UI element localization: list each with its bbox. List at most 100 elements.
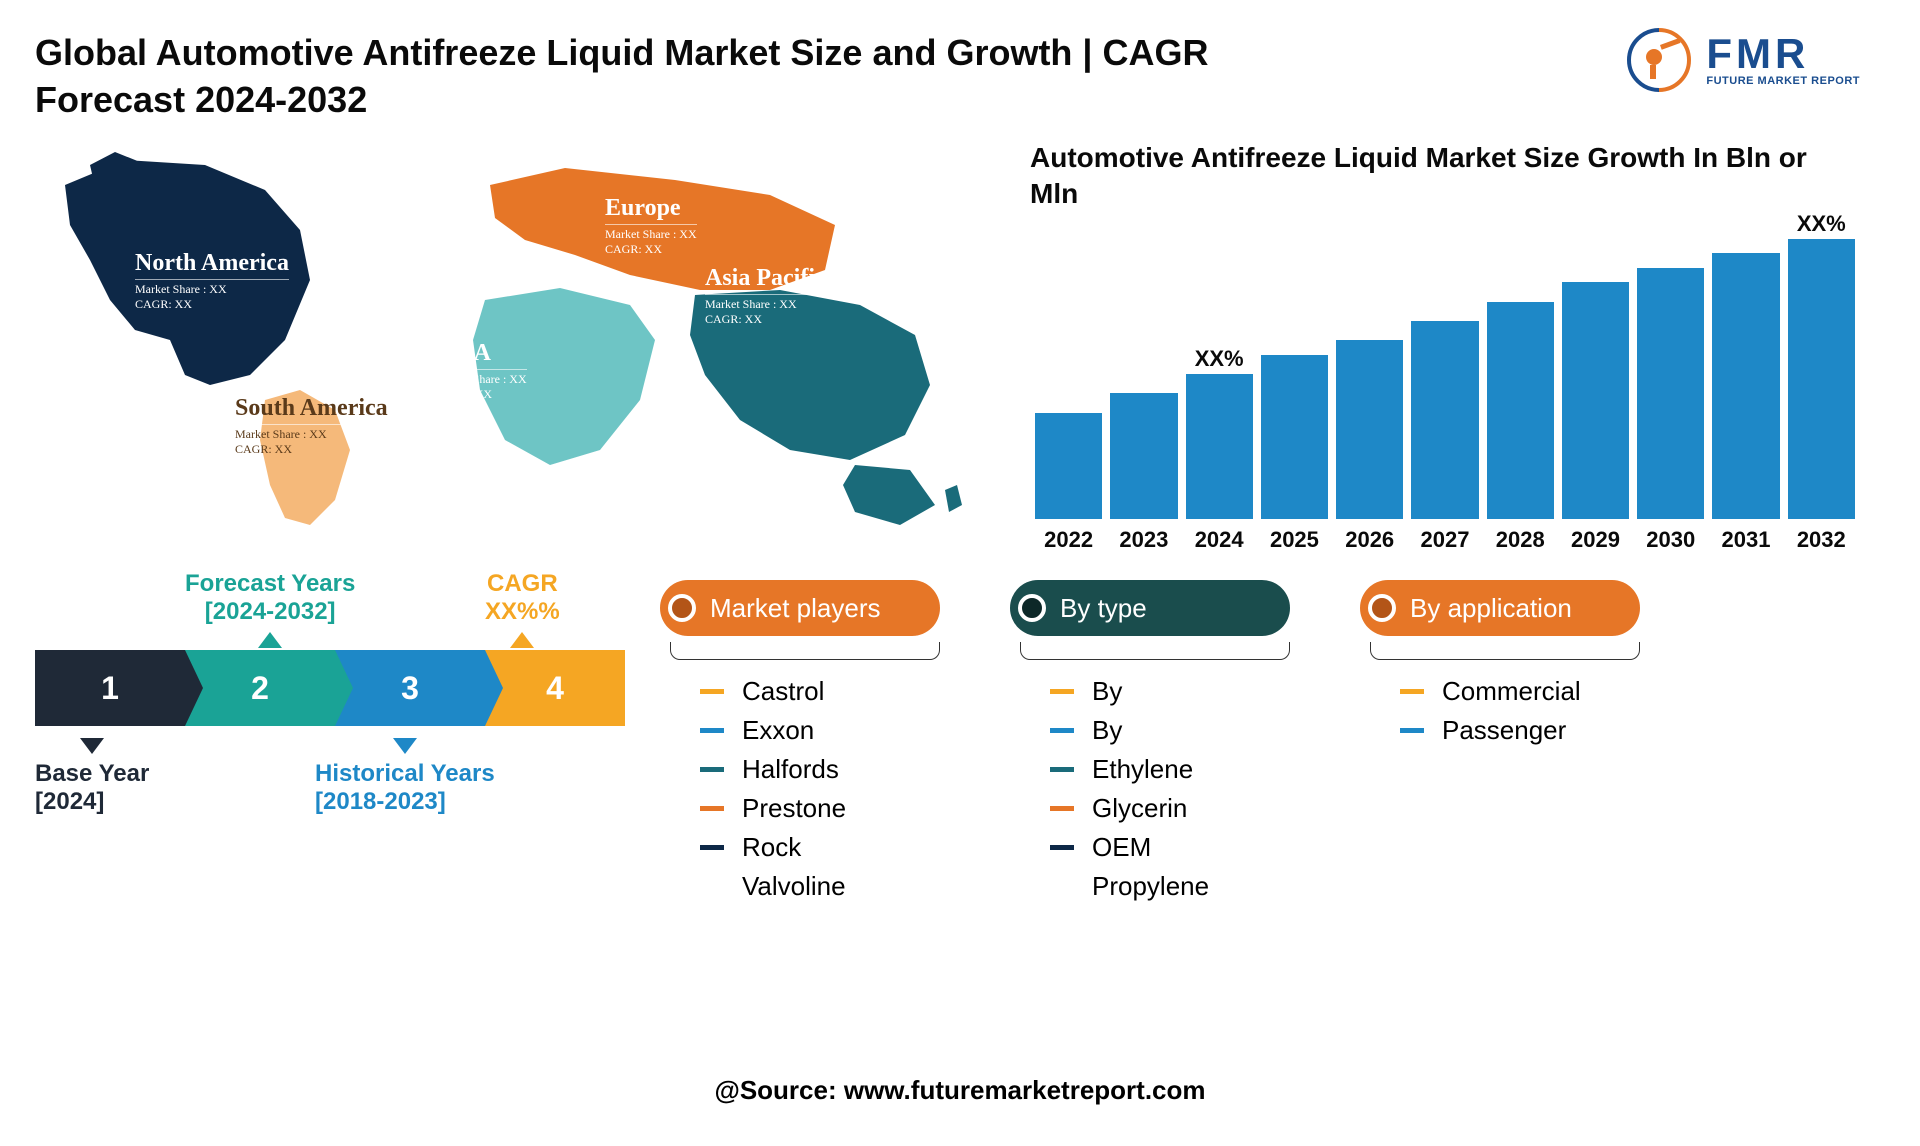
chart-title: Automotive Antifreeze Liquid Market Size… (1030, 140, 1860, 213)
item-label: By (1092, 715, 1122, 746)
item-label: Rock (742, 832, 801, 863)
bar (1261, 355, 1328, 519)
category-by-application: By application Commercial Passenger (1360, 580, 1640, 754)
bar-2030: 2030 (1637, 268, 1704, 553)
region-label-asia-pacific: Asia PacificMarket Share : XXCAGR: XX (705, 265, 826, 327)
category-items: Castrol Exxon Halfords Prestone Rock Valvolin… (700, 676, 940, 910)
bar-chart: 20222023XX%20242025202620272028202920302… (1030, 233, 1860, 553)
category-item: Commercial (1400, 676, 1640, 707)
timeline-top-label: CAGRXX%% (485, 570, 560, 648)
bar-2027: 2027 (1411, 321, 1478, 553)
bar-2022: 2022 (1035, 413, 1102, 553)
bar-2026: 2026 (1336, 340, 1403, 553)
item-dash-icon (1400, 728, 1424, 733)
bracket-icon (1370, 642, 1640, 660)
globe-telescope-icon (1624, 25, 1694, 95)
source-text: @Source: www.futuremarketreport.com (714, 1075, 1205, 1106)
logo: FMR FUTURE MARKET REPORT (1624, 25, 1860, 95)
item-dash-icon (1050, 728, 1074, 733)
bar (1562, 282, 1629, 519)
bar (1637, 268, 1704, 519)
item-dash-icon (700, 767, 724, 772)
bar-2032: XX%2032 (1788, 239, 1855, 553)
bar-label: 2025 (1270, 527, 1319, 553)
map-svg (35, 140, 975, 530)
item-label: Passenger (1442, 715, 1566, 746)
item-label: Glycerin (1092, 793, 1187, 824)
page-title: Global Automotive Antifreeze Liquid Mark… (35, 30, 1275, 124)
category-market-players: Market players Castrol Exxon Halfords Prest… (660, 580, 940, 910)
item-dash-icon (1050, 806, 1074, 811)
category-items: By By Ethylene Glycerin OEM Propylene (1050, 676, 1290, 910)
item-label: Propylene (1092, 871, 1209, 902)
timeline-segment-1: 1 (35, 650, 185, 726)
category-item: Propylene (1050, 871, 1290, 902)
bar-label: 2028 (1496, 527, 1545, 553)
category-pill: Market players (660, 580, 940, 636)
bar (1336, 340, 1403, 519)
category-item: Rock (700, 832, 940, 863)
category-item: By (1050, 676, 1290, 707)
region-label-mea: MEAMarket Share : XXCAGR: XX (435, 340, 527, 402)
bar-label: 2029 (1571, 527, 1620, 553)
bar (1487, 302, 1554, 519)
timeline-segment-3: 3 (335, 650, 485, 726)
category-by-type: By type By By Ethylene Glycerin OEM Propylene (1010, 580, 1290, 910)
item-dash-icon (700, 806, 724, 811)
bar-label: 2024 (1195, 527, 1244, 553)
category-pill: By type (1010, 580, 1290, 636)
bar-2029: 2029 (1562, 282, 1629, 553)
world-map: North AmericaMarket Share : XXCAGR: XXSo… (35, 140, 975, 530)
bar-label: 2026 (1345, 527, 1394, 553)
bar-2024: XX%2024 (1186, 374, 1253, 553)
bar-label: 2031 (1722, 527, 1771, 553)
bracket-icon (670, 642, 940, 660)
item-dash-icon (700, 728, 724, 733)
category-item: OEM (1050, 832, 1290, 863)
item-label: Valvoline (742, 871, 846, 902)
timeline-segment-2: 2 (185, 650, 335, 726)
region-label-europe: EuropeMarket Share : XXCAGR: XX (605, 195, 697, 257)
logo-subtitle: FUTURE MARKET REPORT (1706, 75, 1860, 87)
region-label-north-america: North AmericaMarket Share : XXCAGR: XX (135, 250, 289, 312)
category-item: By (1050, 715, 1290, 746)
category-item: Exxon (700, 715, 940, 746)
timeline-top-label: Forecast Years[2024-2032] (185, 570, 355, 648)
bar-annotation: XX% (1797, 211, 1846, 237)
category-item: Ethylene (1050, 754, 1290, 785)
bar-label: 2022 (1044, 527, 1093, 553)
item-dash-icon (700, 689, 724, 694)
category-item: Castrol (700, 676, 940, 707)
category-item: Glycerin (1050, 793, 1290, 824)
bar-label: 2027 (1420, 527, 1469, 553)
category-item: Valvoline (700, 871, 940, 902)
timeline-segment-4: 4 (485, 650, 625, 726)
pill-text: By application (1410, 593, 1572, 624)
item-label: Halfords (742, 754, 839, 785)
bar-label: 2032 (1797, 527, 1846, 553)
logo-text: FMR (1706, 33, 1860, 75)
item-dash-icon (700, 845, 724, 850)
pill-dot-icon (668, 594, 696, 622)
item-label: Ethylene (1092, 754, 1193, 785)
item-dash-icon (1400, 689, 1424, 694)
category-item: Halfords (700, 754, 940, 785)
bar-annotation: XX% (1195, 346, 1244, 372)
category-pill: By application (1360, 580, 1640, 636)
item-label: Commercial (1442, 676, 1581, 707)
item-label: OEM (1092, 832, 1151, 863)
bar (1035, 413, 1102, 519)
category-items: Commercial Passenger (1400, 676, 1640, 754)
bar (1110, 393, 1177, 519)
bar-2028: 2028 (1487, 302, 1554, 553)
bar (1788, 239, 1855, 519)
timeline-bottom-label: Base Year[2024] (35, 738, 149, 816)
item-label: Prestone (742, 793, 846, 824)
category-item: Prestone (700, 793, 940, 824)
bar (1712, 253, 1779, 519)
category-item: Passenger (1400, 715, 1640, 746)
bar-label: 2030 (1646, 527, 1695, 553)
bar (1411, 321, 1478, 519)
bar-label: 2023 (1119, 527, 1168, 553)
bracket-icon (1020, 642, 1290, 660)
